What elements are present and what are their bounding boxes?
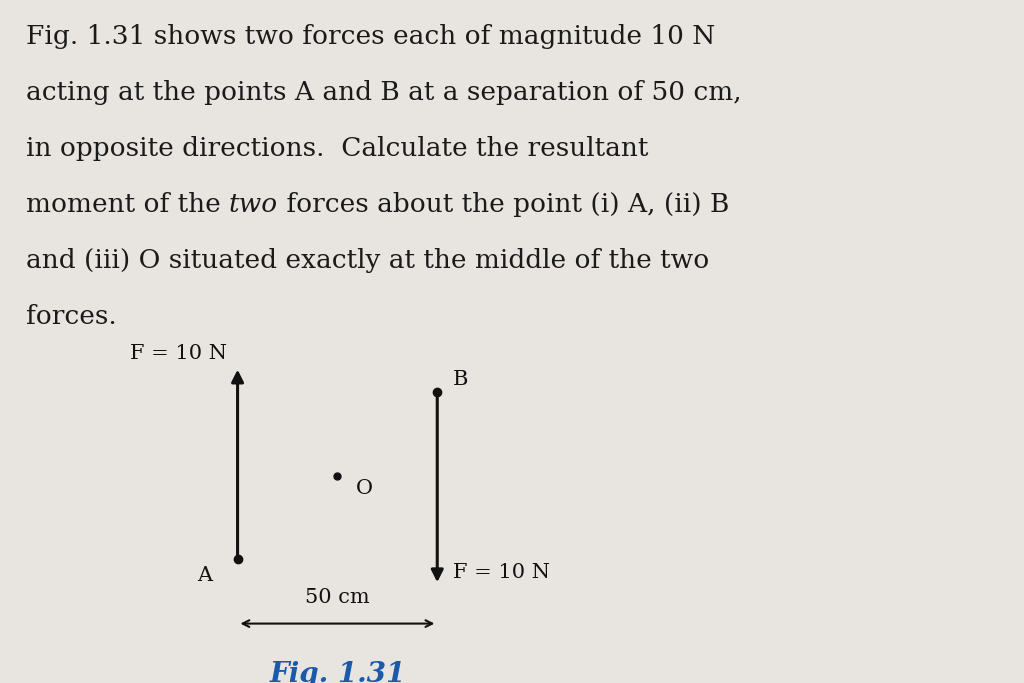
Text: B: B — [453, 370, 468, 389]
Text: in opposite directions.  Calculate the resultant: in opposite directions. Calculate the re… — [26, 136, 648, 161]
Text: Fig. 1.31: Fig. 1.31 — [269, 661, 406, 683]
Text: F = 10 N: F = 10 N — [130, 344, 227, 363]
Text: A: A — [197, 566, 212, 585]
Text: acting at the points A and B at a separation of 50 cm,: acting at the points A and B at a separa… — [26, 80, 741, 105]
Text: forces.: forces. — [26, 304, 117, 329]
Text: Fig. 1.31 shows two forces each of magnitude 10 N: Fig. 1.31 shows two forces each of magni… — [26, 24, 715, 49]
Text: two: two — [228, 192, 278, 217]
Text: moment of the: moment of the — [26, 192, 228, 217]
Text: and (iii) O situated exactly at the middle of the two: and (iii) O situated exactly at the midd… — [26, 248, 709, 273]
Text: 50 cm: 50 cm — [305, 587, 370, 607]
Text: F = 10 N: F = 10 N — [453, 563, 550, 582]
Text: forces about the point (i) A, (ii) B: forces about the point (i) A, (ii) B — [278, 192, 729, 217]
Text: O: O — [356, 479, 373, 499]
